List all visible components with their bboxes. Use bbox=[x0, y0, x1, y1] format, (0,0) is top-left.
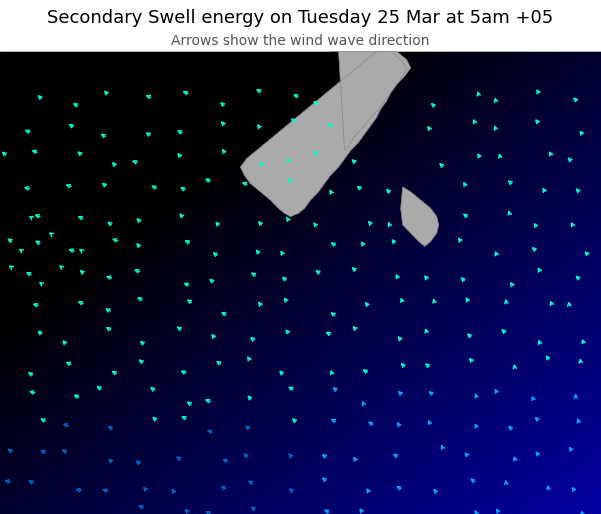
Text: Secondary Swell energy on Tuesday 25 Mar at 5am +05: Secondary Swell energy on Tuesday 25 Mar… bbox=[47, 9, 554, 27]
Polygon shape bbox=[401, 187, 439, 246]
Polygon shape bbox=[240, 51, 410, 216]
Text: Arrows show the wind wave direction: Arrows show the wind wave direction bbox=[171, 34, 430, 48]
